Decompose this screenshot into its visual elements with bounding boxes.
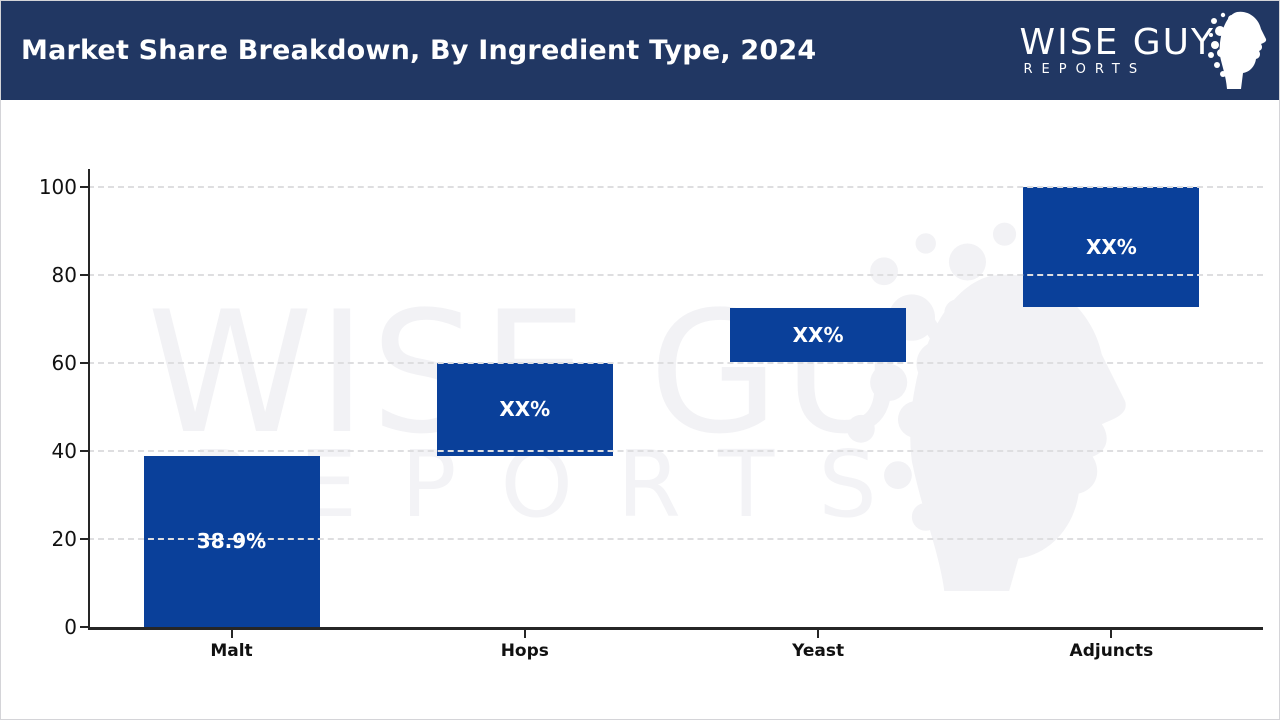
- x-tick-hops: [523, 630, 526, 638]
- y-tick-label-40: 40: [51, 439, 77, 463]
- bar-value-label-malt: 38.9%: [196, 529, 267, 554]
- y-tick-label-60: 60: [51, 351, 77, 375]
- bar-yeast: [730, 307, 907, 363]
- bar-value-label-hops: XX%: [499, 397, 551, 422]
- brand-text: WISE GUY REPORTS: [1020, 24, 1216, 77]
- x-tick-adjuncts: [1110, 630, 1113, 638]
- y-tick-20: [80, 538, 88, 540]
- y-axis-spine: [88, 169, 90, 629]
- wise-guy-face-icon: [1205, 8, 1267, 94]
- page-title: Market Share Breakdown, By Ingredient Ty…: [21, 35, 817, 66]
- category-label-yeast: Yeast: [792, 641, 845, 661]
- gridline-100: [88, 186, 1263, 188]
- y-tick-label-100: 100: [38, 175, 77, 199]
- y-tick-label-0: 0: [64, 615, 77, 639]
- y-tick-80: [80, 274, 88, 276]
- bar-value-label-adjuncts: XX%: [1085, 235, 1137, 260]
- x-axis-spine: [88, 627, 1263, 630]
- bar-malt: [143, 455, 320, 627]
- category-label-malt: Malt: [210, 641, 253, 661]
- y-tick-60: [80, 362, 88, 364]
- y-tick-label-80: 80: [51, 263, 77, 287]
- category-label-adjuncts: Adjuncts: [1069, 641, 1154, 661]
- x-tick-malt: [230, 630, 233, 638]
- gridline-20: [88, 538, 1263, 540]
- y-tick-100: [80, 186, 88, 188]
- bar-hops: [436, 362, 613, 456]
- bar-value-label-yeast: XX%: [792, 322, 844, 347]
- brand-name: WISE GUY: [1019, 22, 1215, 64]
- brand-logo: WISE GUY REPORTS: [1020, 8, 1268, 94]
- y-tick-40: [80, 450, 88, 452]
- gridline-80: [88, 274, 1263, 276]
- x-tick-yeast: [817, 630, 820, 638]
- gridline-60: [88, 362, 1263, 364]
- brand-subtitle: REPORTS: [1023, 61, 1147, 77]
- gridline-40: [88, 450, 1263, 452]
- header-bar: Market Share Breakdown, By Ingredient Ty…: [1, 1, 1279, 100]
- y-tick-0: [80, 626, 88, 628]
- bar-adjuncts: [1023, 187, 1200, 308]
- category-label-hops: Hops: [500, 641, 549, 661]
- y-tick-label-20: 20: [51, 527, 77, 551]
